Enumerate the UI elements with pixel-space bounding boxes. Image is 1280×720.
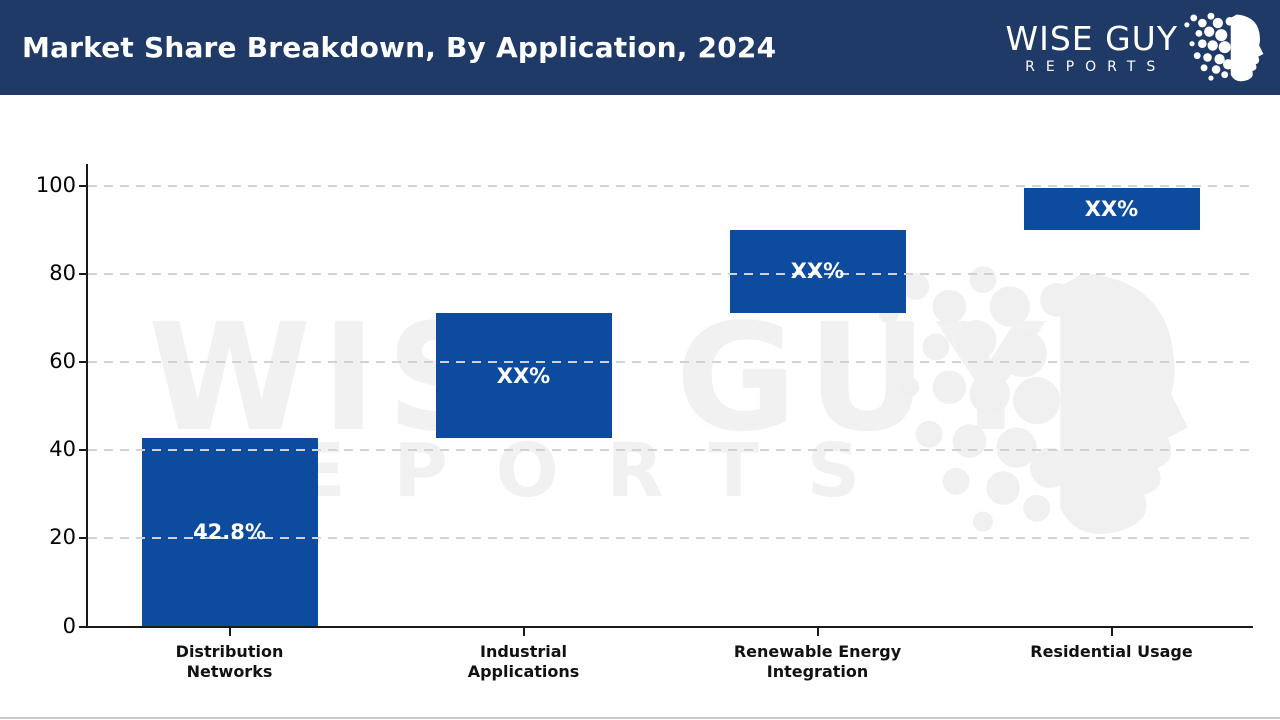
x-category-label-2: Renewable Energy Integration [733, 642, 902, 681]
y-tick-mark-100 [79, 184, 87, 187]
gridline-40 [88, 449, 1253, 452]
gridline-60 [88, 360, 1253, 363]
bar-segment-1 [435, 313, 612, 438]
logo-head-icon [1184, 12, 1264, 82]
gridline-20 [88, 537, 1253, 540]
page-title: Market Share Breakdown, By Application, … [22, 31, 777, 64]
logo-subtext: REPORTS [1025, 59, 1167, 75]
logo-wordmark: WISE GUY [1005, 19, 1178, 58]
bar-segment-0 [141, 437, 318, 627]
bar-value-label-0: 42.8% [193, 520, 266, 545]
logo-text: WISE GUY REPORTS [1005, 19, 1178, 76]
y-tick-label-20: 20 [49, 525, 76, 550]
bar-value-label-3: XX% [1084, 196, 1139, 221]
y-tick-mark-60 [79, 360, 87, 363]
watermark-head-icon [878, 266, 1188, 535]
brand-logo: WISE GUY REPORTS [1005, 8, 1266, 88]
bar-value-label-1: XX% [496, 363, 551, 388]
x-tick-mark-3 [1110, 628, 1113, 636]
x-tick-mark-1 [522, 628, 525, 636]
y-axis-spine [86, 164, 88, 628]
x-category-label-3: Residential Usage [1030, 642, 1193, 661]
gridline-80 [88, 272, 1253, 275]
y-tick-mark-80 [79, 272, 87, 275]
y-tick-mark-40 [79, 449, 87, 452]
y-tick-mark-0 [79, 625, 87, 628]
bar-segment-2 [729, 229, 906, 314]
header-bar: Market Share Breakdown, By Application, … [0, 0, 1280, 95]
y-tick-label-0: 0 [62, 613, 76, 638]
x-category-label-1: Industrial Applications [467, 642, 580, 681]
y-tick-mark-20 [79, 537, 87, 540]
y-tick-label-80: 80 [49, 260, 76, 285]
x-tick-mark-2 [816, 628, 819, 636]
x-axis-spine [86, 626, 1253, 628]
bottom-border [0, 717, 1280, 719]
y-tick-label-60: 60 [49, 348, 76, 373]
x-tick-mark-0 [228, 628, 231, 636]
bar-segment-3 [1023, 187, 1200, 230]
x-category-label-0: Distribution Networks [175, 642, 284, 681]
y-tick-label-40: 40 [49, 437, 76, 462]
bar-value-label-2: XX% [790, 259, 845, 284]
gridline-100 [88, 184, 1253, 187]
y-tick-label-100: 100 [35, 172, 76, 197]
